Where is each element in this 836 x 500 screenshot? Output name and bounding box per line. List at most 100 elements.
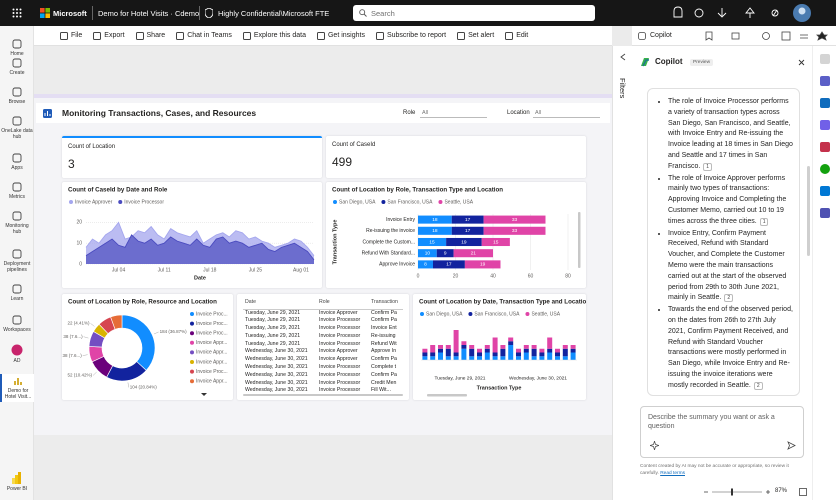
toolbar-button[interactable]: Subscribe to report [376,32,446,40]
toolbar-button[interactable]: Edit [505,32,528,40]
legend-label[interactable]: Invoice Processor [124,199,164,205]
nav-item[interactable]: AD [0,344,34,364]
table-cell: Tuesday, June 29, 2021 [243,317,317,325]
data-label: 38 (7.6...) [63,334,83,339]
sparkle-icon[interactable] [650,441,659,450]
legend-label[interactable]: Seattle, USA [531,311,560,317]
nav-item[interactable]: Create [0,58,34,76]
column-header[interactable]: Role [317,297,369,309]
bar-segment [555,353,560,357]
summary-text: The role of Invoice Approver performs ma… [668,175,786,225]
legend-label[interactable]: Invoice Proc... [196,321,228,327]
location-dropdown[interactable]: All [533,108,600,118]
legend-label[interactable]: Seattle, USA [444,199,473,205]
card-value: 3 [68,157,75,171]
column-header[interactable]: Date [243,297,317,309]
rail-apps[interactable] [813,46,836,236]
column-header[interactable]: Transaction [369,297,403,309]
summary-list: The role of Invoice Processor performs a… [654,97,793,392]
collapse-icon[interactable] [620,53,626,61]
citation[interactable]: 2 [724,294,733,302]
nav-item[interactable]: Monitoring hub [0,211,34,235]
legend-label[interactable]: San Francisco, USA [474,311,520,317]
scrollbar[interactable] [807,166,810,256]
fit-page[interactable] [799,488,807,496]
toolbar-button[interactable]: Chat in Teams [176,32,232,40]
legend-swatch [190,341,194,345]
legend-label[interactable]: San Diego, USA [339,199,376,205]
legend-label[interactable]: Invoice Proc... [196,369,228,375]
send-button[interactable] [787,441,796,450]
nav-label: OneLake data hub [0,128,34,140]
app-launcher[interactable] [12,8,22,18]
close-button[interactable] [798,59,805,66]
bar-segment [438,353,443,361]
legend-label[interactable]: Invoice Appr... [196,379,227,385]
legend-more[interactable] [201,393,207,396]
bar-segment [493,356,498,360]
citation[interactable]: 1 [703,163,712,171]
nav-icon [12,182,22,192]
legend-label[interactable]: San Francisco, USA [387,199,433,205]
citation[interactable]: 1 [760,218,769,226]
toolbar-button[interactable]: Explore this data [243,32,306,40]
legend-label[interactable]: Invoice Appr... [196,359,227,365]
nav-item[interactable]: Metrics [0,182,34,200]
table-cell: Credit Men [369,380,403,388]
nav-item[interactable]: Deployment pipelines [0,249,34,273]
nav-item[interactable]: OneLake data hub [0,116,34,140]
legend-label[interactable]: Invoice Approver [75,199,113,205]
nav-item[interactable]: Browse [0,87,34,105]
nav-label: Metrics [0,194,34,200]
nav-icon [12,315,22,325]
citation[interactable]: 2 [754,382,763,390]
prompt-input[interactable]: Describe the summary you want or ask a q… [640,406,804,458]
visual: Count of CaseId by Date and RoleInvoice … [62,182,322,288]
toolbar-button[interactable]: Export [93,32,124,40]
bar-segment [461,349,466,360]
user-avatar[interactable] [792,3,812,23]
left-nav: HomeCreate Browse OneLake data hub Apps Metr… [0,26,34,500]
scrollbar[interactable] [427,394,467,397]
nav-icon [12,87,22,97]
legend-label[interactable]: Invoice Proc... [196,311,228,317]
bar-segment [524,349,529,353]
scrollbar[interactable] [578,212,581,268]
legend-label[interactable]: Invoice Proc... [196,331,228,337]
leader-line [128,382,129,387]
role-dropdown[interactable]: All [420,108,487,118]
toolbar-button[interactable]: Get insights [317,32,365,40]
filters-pane[interactable]: Filters [612,46,632,500]
legend-label[interactable]: Invoice Appr... [196,350,227,356]
terms-link[interactable]: Read terms [660,471,685,476]
toolbar-button[interactable]: File [60,32,82,40]
zoom-slider[interactable] [702,487,772,497]
legend-swatch [525,312,529,316]
nav-item[interactable]: Home [0,39,34,57]
nav-item[interactable]: Power BI [0,472,34,492]
copilot-pane: Copilot Preview The role of Invoice Proc… [632,46,812,500]
nav-item[interactable]: Workspaces [0,315,34,333]
scrollbar[interactable] [243,394,403,396]
bar-segment [508,341,513,345]
workspace-name[interactable]: Demo for Hotel Visits · Cdemo [98,9,199,18]
copilot-tab-label[interactable]: Copilot [650,32,672,39]
bar-segment [539,356,544,360]
search-box[interactable]: Search [353,5,595,21]
nav-item[interactable]: Learn [0,284,34,302]
sensitivity-label[interactable]: Highly Confidential\Microsoft FTE [218,9,329,18]
tab-icons[interactable] [702,31,832,41]
legend-label[interactable]: Invoice Appr... [196,340,227,346]
report-icon [43,109,52,118]
legend-label[interactable]: San Diego, USA [426,311,463,317]
y-tick-label: Invoice Entry [386,217,415,223]
top-icons[interactable] [672,5,812,21]
table-cell: Invoice Processor [317,317,369,325]
toolbar-button[interactable]: Set alert [457,32,494,40]
nav-item[interactable]: Apps [0,153,34,171]
toolbar-button[interactable]: Share [136,32,166,40]
card-label: Count of CaseId [332,142,375,148]
nav-item[interactable]: Demo for Hotel Visit... [0,374,34,402]
table-cell: Confirm Pa [369,356,403,364]
